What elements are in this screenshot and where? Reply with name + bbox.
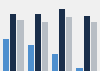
Bar: [3, 39, 9, 71]
Bar: [84, 16, 90, 71]
Bar: [66, 17, 72, 71]
Bar: [28, 45, 34, 71]
Bar: [59, 9, 65, 71]
Bar: [76, 68, 83, 71]
Bar: [10, 14, 16, 71]
Bar: [42, 22, 48, 71]
Bar: [91, 22, 97, 71]
Bar: [17, 20, 24, 71]
Bar: [35, 14, 41, 71]
Bar: [52, 54, 58, 71]
